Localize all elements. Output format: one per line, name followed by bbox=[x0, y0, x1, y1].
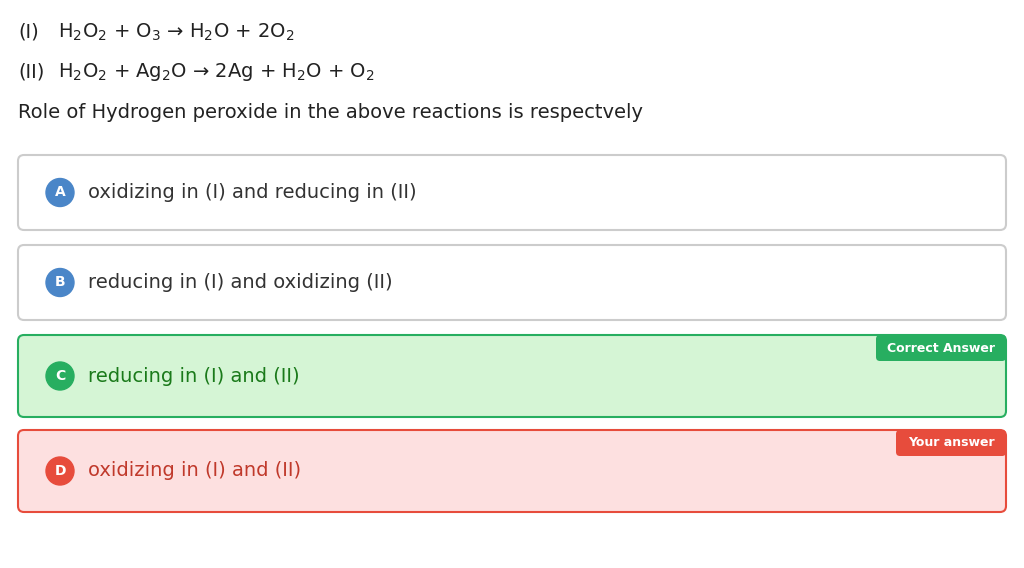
FancyBboxPatch shape bbox=[18, 155, 1006, 230]
Circle shape bbox=[46, 178, 74, 207]
Text: reducing in (I) and (II): reducing in (I) and (II) bbox=[88, 366, 300, 386]
FancyBboxPatch shape bbox=[18, 430, 1006, 512]
FancyBboxPatch shape bbox=[876, 335, 1006, 361]
Text: H$_2$O$_2$ + O$_3$ → H$_2$O + 2O$_2$: H$_2$O$_2$ + O$_3$ → H$_2$O + 2O$_2$ bbox=[58, 22, 295, 43]
Text: (I): (I) bbox=[18, 23, 39, 41]
Circle shape bbox=[46, 269, 74, 296]
Text: C: C bbox=[55, 369, 66, 383]
Text: A: A bbox=[54, 186, 66, 199]
Text: H$_2$O$_2$ + Ag$_2$O → 2Ag + H$_2$O + O$_2$: H$_2$O$_2$ + Ag$_2$O → 2Ag + H$_2$O + O$… bbox=[58, 61, 375, 83]
Text: D: D bbox=[54, 464, 66, 478]
Text: B: B bbox=[54, 275, 66, 290]
Text: (II): (II) bbox=[18, 62, 44, 81]
Text: reducing in (I) and oxidizing (II): reducing in (I) and oxidizing (II) bbox=[88, 273, 392, 292]
FancyBboxPatch shape bbox=[18, 335, 1006, 417]
Text: Role of Hydrogen peroxide in the above reactions is respectvely: Role of Hydrogen peroxide in the above r… bbox=[18, 102, 643, 122]
FancyBboxPatch shape bbox=[896, 430, 1006, 456]
Text: Correct Answer: Correct Answer bbox=[887, 341, 995, 354]
Circle shape bbox=[46, 457, 74, 485]
Text: oxidizing in (I) and (II): oxidizing in (I) and (II) bbox=[88, 461, 301, 481]
FancyBboxPatch shape bbox=[18, 245, 1006, 320]
Circle shape bbox=[46, 362, 74, 390]
Text: oxidizing in (I) and reducing in (II): oxidizing in (I) and reducing in (II) bbox=[88, 183, 417, 202]
Text: Your answer: Your answer bbox=[907, 436, 994, 449]
